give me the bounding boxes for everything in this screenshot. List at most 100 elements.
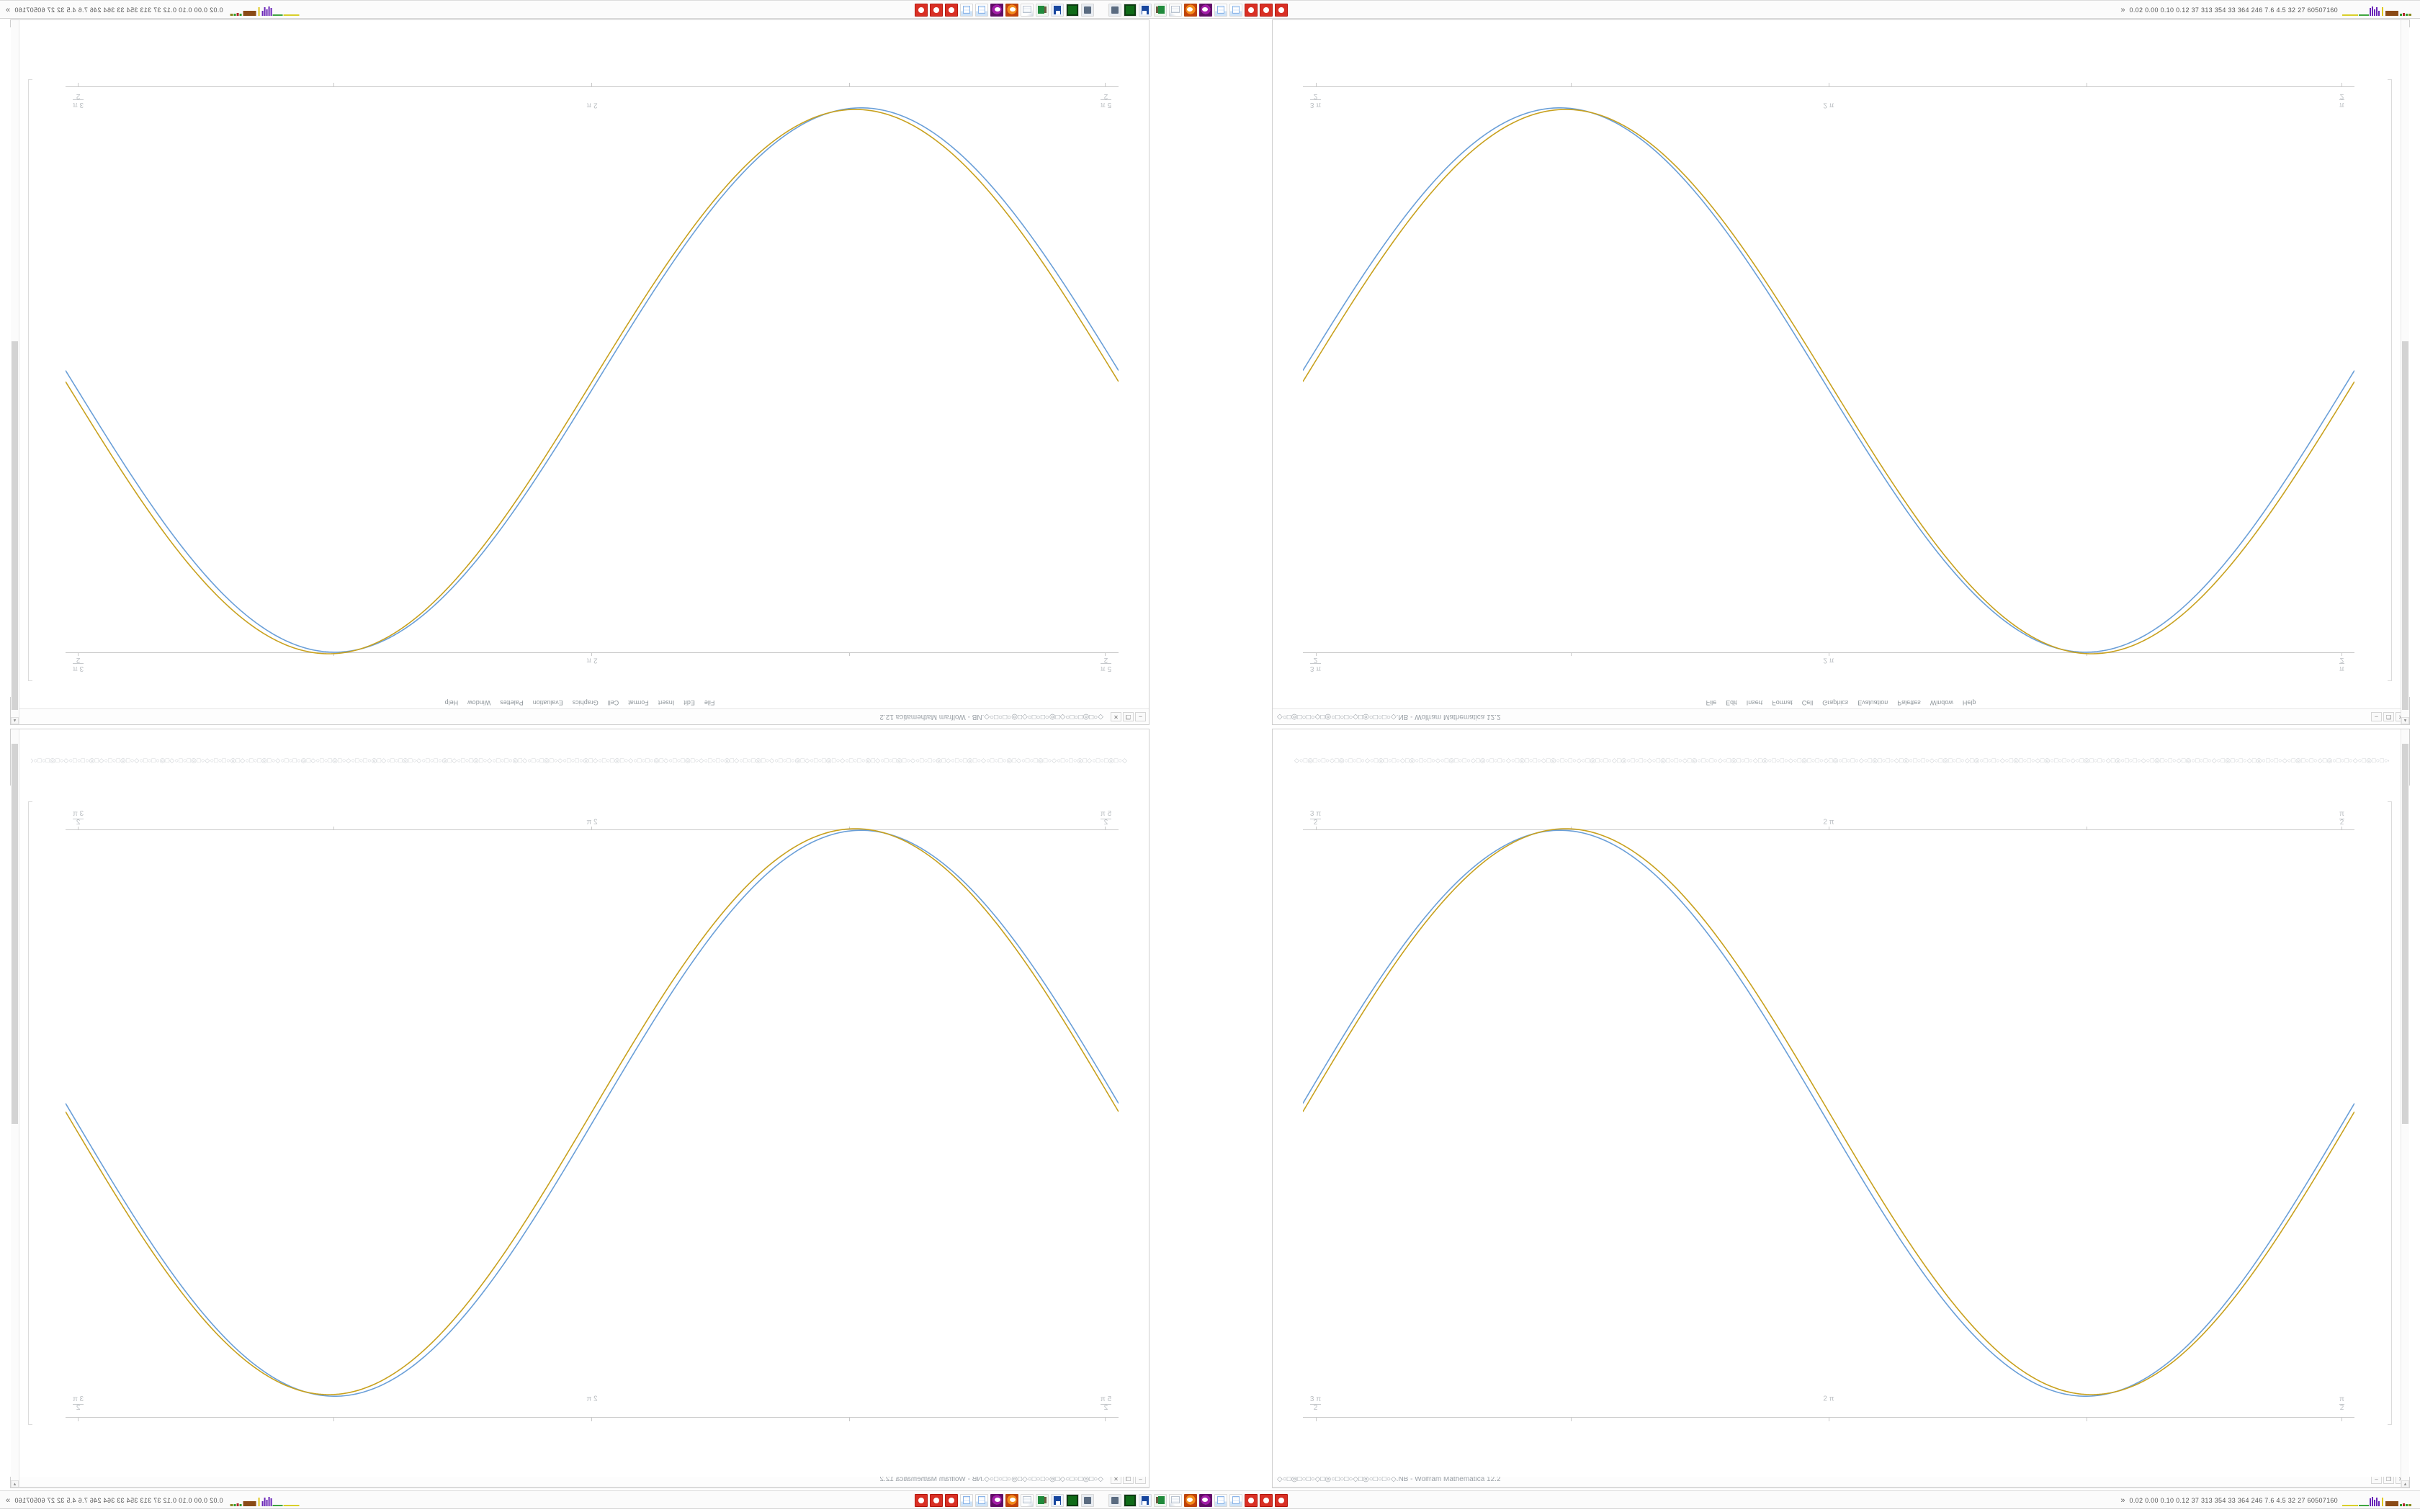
mathematica-window[interactable]: ◇○□◎□○□○◇□◎○□○□○◇□◎○□○□○◇.NB - Wolfram M… bbox=[1272, 729, 2411, 1488]
scroll-arrow-button[interactable]: ▴ bbox=[2401, 717, 2409, 724]
save-icon[interactable] bbox=[1139, 1494, 1152, 1507]
document-icon[interactable] bbox=[1021, 4, 1034, 17]
restore-button[interactable]: ❐ bbox=[2383, 1475, 2394, 1484]
scrollbar-thumb[interactable] bbox=[12, 744, 18, 1124]
menu-item-cell[interactable]: Cell bbox=[1801, 699, 1814, 707]
window-title-bar[interactable]: ◇○□◎□○□○◇□◎○□○□○◇□◎○□○□○◇.NB - Wolfram M… bbox=[1273, 708, 2409, 724]
menu-item-palettes[interactable]: Palettes bbox=[1897, 699, 1921, 707]
text-editor-icon[interactable] bbox=[1214, 1494, 1227, 1507]
terminal-icon[interactable] bbox=[1066, 1494, 1079, 1507]
mathematica-icon[interactable] bbox=[930, 1494, 943, 1507]
mathematica-icon[interactable] bbox=[1275, 4, 1288, 17]
document-icon[interactable] bbox=[1021, 1494, 1034, 1507]
vertical-scrollbar[interactable]: ▴ bbox=[11, 729, 19, 1488]
minimize-button[interactable]: – bbox=[1135, 712, 1146, 721]
menu-item-insert[interactable]: Insert bbox=[1746, 699, 1763, 707]
browser-icon[interactable] bbox=[1199, 4, 1212, 17]
taskbar-bottom[interactable]: 0.02 0.00 0.10 0.12 37 313 354 33 364 24… bbox=[0, 1490, 2420, 1509]
mathematica-icon[interactable] bbox=[915, 4, 928, 17]
vertical-scrollbar[interactable]: ▴ bbox=[2401, 729, 2409, 1488]
scroll-arrow-button[interactable]: ▴ bbox=[11, 1480, 19, 1488]
taskbar-icon-group[interactable] bbox=[915, 1493, 1288, 1508]
mathematica-icon[interactable] bbox=[1245, 1494, 1258, 1507]
chevron-expand-icon[interactable]: » bbox=[6, 6, 11, 14]
save-icon[interactable] bbox=[1051, 1494, 1064, 1507]
text-editor-icon[interactable] bbox=[960, 4, 973, 17]
text-editor-icon[interactable] bbox=[975, 1494, 988, 1507]
mathematica-icon[interactable] bbox=[1260, 1494, 1273, 1507]
scrollbar-thumb[interactable] bbox=[2402, 341, 2408, 710]
menu-item-help[interactable]: Help bbox=[444, 699, 459, 707]
menu-item-format[interactable]: Format bbox=[1772, 699, 1793, 707]
menu-item-graphics[interactable]: Graphics bbox=[572, 699, 599, 707]
file-manager-icon[interactable] bbox=[1036, 1494, 1049, 1507]
settings-icon[interactable] bbox=[1081, 4, 1094, 17]
text-editor-icon[interactable] bbox=[1229, 1494, 1242, 1507]
text-editor-icon[interactable] bbox=[1229, 4, 1242, 17]
scrollbar-thumb[interactable] bbox=[2402, 744, 2408, 1124]
text-editor-icon[interactable] bbox=[960, 1494, 973, 1507]
window-controls[interactable]: –❐✕ bbox=[1108, 712, 1149, 721]
mathematica-icon[interactable] bbox=[945, 4, 958, 17]
firefox-icon[interactable] bbox=[1184, 4, 1197, 17]
chevron-expand-icon[interactable]: » bbox=[2120, 6, 2125, 14]
window-title-bar[interactable]: – ❐ ✕ ◇○□◎□○□○◇□◎○□○□○◇□◎○□○□○◇.NB - Wolfra… bbox=[11, 708, 1149, 724]
mathematica-icon[interactable] bbox=[945, 1494, 958, 1507]
menu-item-insert[interactable]: Insert bbox=[658, 699, 675, 707]
mathematica-icon[interactable] bbox=[1245, 4, 1258, 17]
close-button[interactable]: ✕ bbox=[1111, 712, 1121, 721]
browser-icon[interactable] bbox=[990, 1494, 1003, 1507]
menu-item-edit[interactable]: Edit bbox=[684, 699, 695, 707]
notebook-input-line[interactable]: ◇○□◎□○□○◇□◎○□○□○◇○□◎□○□○◇□◎○□○□○◇○□◎□○□○… bbox=[1294, 757, 2389, 764]
chevron-expand-icon[interactable]: » bbox=[2120, 1496, 2125, 1505]
terminal-icon[interactable] bbox=[1066, 4, 1079, 17]
cell-bracket[interactable] bbox=[2388, 79, 2392, 681]
menu-item-window[interactable]: Window bbox=[1930, 699, 1953, 707]
menu-bar[interactable]: File Edit Insert Format Cell Graphics Evaluati… bbox=[1273, 698, 2409, 708]
settings-icon[interactable] bbox=[1108, 1494, 1121, 1507]
cell-bracket[interactable] bbox=[28, 79, 32, 681]
scroll-arrow-button[interactable]: ▴ bbox=[2401, 1480, 2409, 1488]
menu-item-cell[interactable]: Cell bbox=[607, 699, 619, 707]
mathematica-window[interactable]: – ❐ ✕ ◇○□◎□○□○◇□◎○□○□○◇□◎○□○□○◇.NB - Wolfra… bbox=[9, 19, 1150, 725]
terminal-icon[interactable] bbox=[1124, 4, 1137, 17]
menu-item-palettes[interactable]: Palettes bbox=[500, 699, 524, 707]
taskbar-icon-group[interactable] bbox=[915, 2, 1288, 18]
settings-icon[interactable] bbox=[1081, 1494, 1094, 1507]
menu-item-help[interactable]: Help bbox=[1962, 699, 1976, 707]
document-icon[interactable] bbox=[1169, 1494, 1182, 1507]
save-icon[interactable] bbox=[1139, 4, 1152, 17]
cell-bracket[interactable] bbox=[28, 801, 32, 1425]
text-editor-icon[interactable] bbox=[1214, 4, 1227, 17]
browser-icon[interactable] bbox=[1199, 1494, 1212, 1507]
restore-button[interactable]: ❐ bbox=[2383, 712, 2394, 721]
minimize-button[interactable]: – bbox=[2371, 712, 2382, 721]
mathematica-icon[interactable] bbox=[930, 4, 943, 17]
firefox-icon[interactable] bbox=[1184, 1494, 1197, 1507]
menu-item-file[interactable]: File bbox=[704, 699, 715, 707]
vertical-scrollbar[interactable]: ▴ bbox=[11, 20, 19, 724]
menu-item-file[interactable]: File bbox=[1706, 699, 1717, 707]
text-editor-icon[interactable] bbox=[975, 4, 988, 17]
settings-icon[interactable] bbox=[1108, 4, 1121, 17]
menu-item-evaluation[interactable]: Evaluation bbox=[1857, 699, 1888, 707]
mathematica-window[interactable]: – ❐ ✕ ◇○□◎□○□○◇□◎○□○□○◇□◎○□○□○◇.NB - Wolfra… bbox=[9, 729, 1150, 1488]
firefox-icon[interactable] bbox=[1005, 1494, 1018, 1507]
menu-item-edit[interactable]: Edit bbox=[1726, 699, 1737, 707]
browser-icon[interactable] bbox=[990, 4, 1003, 17]
menu-item-window[interactable]: Window bbox=[467, 699, 491, 707]
menu-item-format[interactable]: Format bbox=[628, 699, 649, 707]
restore-button[interactable]: ❐ bbox=[1123, 712, 1134, 721]
chevron-expand-icon[interactable]: » bbox=[6, 1496, 11, 1505]
scroll-arrow-button[interactable]: ▴ bbox=[11, 717, 19, 724]
notebook-input-line[interactable]: ◇○□◎□○□○◇□◎○□○□○◇○□◎□○□○◇□◎○□○□○◇○□◎□○□○… bbox=[31, 757, 1127, 764]
mathematica-window[interactable]: ◇○□◎□○□○◇□◎○□○□○◇□◎○□○□○◇.NB - Wolfram M… bbox=[1272, 19, 2411, 725]
mathematica-icon[interactable] bbox=[1275, 1494, 1288, 1507]
scrollbar-thumb[interactable] bbox=[12, 341, 18, 710]
save-icon[interactable] bbox=[1051, 4, 1064, 17]
file-manager-icon[interactable] bbox=[1154, 4, 1167, 17]
file-manager-icon[interactable] bbox=[1154, 1494, 1167, 1507]
